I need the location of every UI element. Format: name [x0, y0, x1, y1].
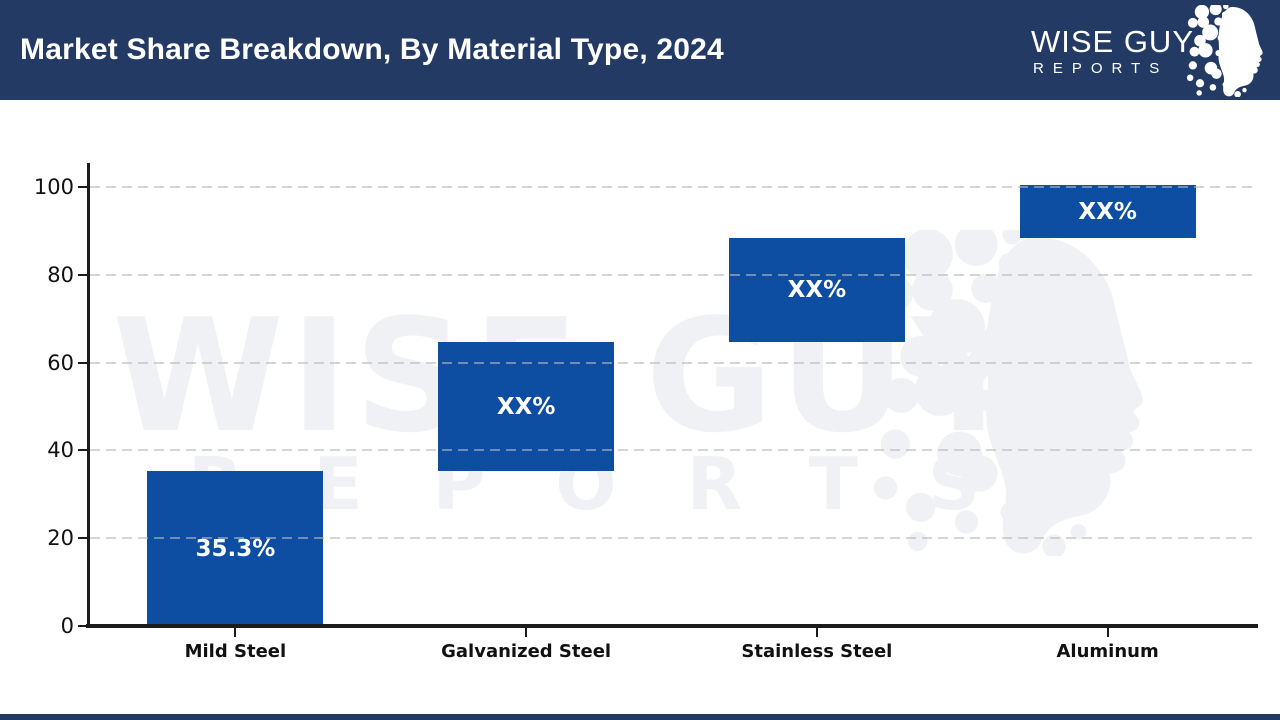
- x-axis-line: [86, 624, 1258, 628]
- gridline-60: [90, 361, 1253, 364]
- gridline-40: [90, 449, 1253, 452]
- y-tick-0: [78, 625, 88, 627]
- y-tick-label-0: 0: [60, 614, 74, 638]
- dot-head-profile-icon: [1186, 5, 1270, 97]
- footer-accent-bar: [0, 714, 1280, 720]
- y-tick-label-20: 20: [47, 526, 74, 551]
- page-title: Market Share Breakdown, By Material Type…: [20, 33, 724, 66]
- gridline-100: [90, 186, 1253, 188]
- gridline-20: [90, 537, 1253, 540]
- bar-value-label: XX%: [1078, 198, 1137, 225]
- y-tick-40: [78, 449, 88, 452]
- x-category-label-2: Stainless Steel: [741, 641, 893, 662]
- y-tick-label-100: 100: [33, 175, 74, 199]
- x-category-label-1: Galvanized Steel: [441, 641, 612, 662]
- bar-value-label: XX%: [787, 277, 847, 304]
- y-tick-20: [78, 537, 88, 540]
- brand-tagline: REPORTS: [1032, 60, 1169, 77]
- x-category-label-3: Aluminum: [1056, 641, 1159, 662]
- bar-value-label: XX%: [496, 393, 556, 420]
- x-tick-2: [815, 628, 818, 637]
- y-tick-label-80: 80: [47, 262, 74, 287]
- y-tick-label-60: 60: [47, 350, 74, 375]
- bar-aluminum: XX%: [1019, 185, 1196, 238]
- brand-logo: WISE GUY REPORTS: [1022, 0, 1272, 100]
- chart-plot-area: 0 20 40 60 80 100 35.3% Mild Steel XX% Galvanized…: [0, 100, 1280, 714]
- x-tick-0: [234, 628, 237, 637]
- y-tick-60: [78, 361, 88, 364]
- y-tick-80: [78, 273, 88, 276]
- brand-logo-text: WISE GUY REPORTS: [1031, 26, 1194, 76]
- bar-stainless-steel: XX%: [728, 237, 905, 343]
- bar-value-label: 35.3%: [195, 535, 276, 562]
- bar-mild-steel: 35.3%: [147, 471, 324, 626]
- header-bar: Market Share Breakdown, By Material Type…: [0, 0, 1280, 100]
- y-tick-label-40: 40: [47, 438, 74, 463]
- x-tick-1: [525, 628, 528, 637]
- x-tick-3: [1106, 628, 1109, 637]
- x-category-label-0: Mild Steel: [184, 641, 287, 662]
- y-axis-line: [87, 163, 90, 628]
- brand-name: WISE GUY: [1030, 24, 1194, 59]
- y-tick-100: [78, 186, 88, 188]
- gridline-80: [90, 273, 1253, 276]
